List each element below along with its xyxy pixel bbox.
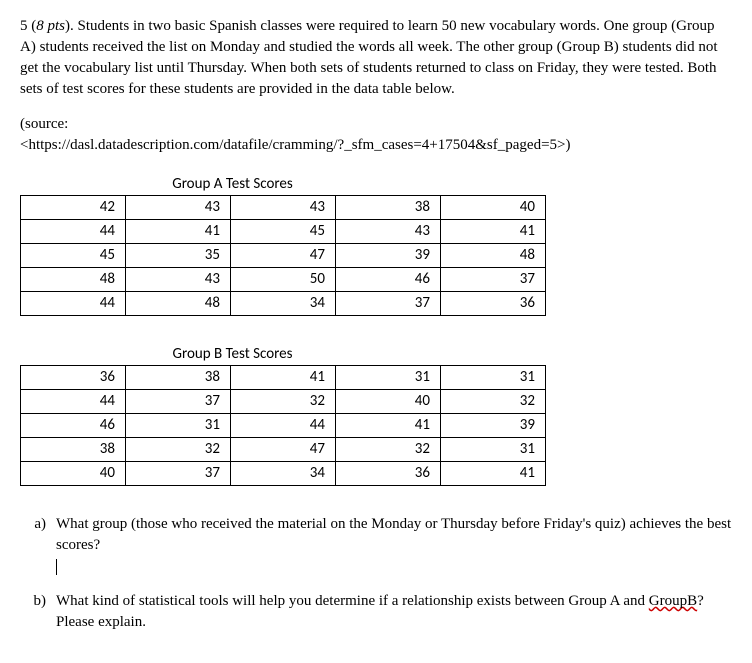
question-b-wavy: GroupB [649, 593, 697, 609]
table-cell: 31 [441, 438, 546, 462]
table-cell: 41 [441, 220, 546, 244]
table-cell: 41 [441, 462, 546, 486]
table-cell: 36 [336, 462, 441, 486]
table-a-title: Group A Test Scores [150, 174, 315, 195]
table-cell: 44 [21, 292, 126, 316]
table-cell: 40 [21, 462, 126, 486]
question-b-pre: What kind of statistical tools will help… [56, 593, 649, 609]
question-b-letter: b) [20, 591, 56, 633]
table-cell: 37 [441, 268, 546, 292]
table-row: 4843504637 [21, 268, 546, 292]
table-cell: 44 [21, 220, 126, 244]
table-cell: 43 [336, 220, 441, 244]
question-a: a) What group (those who received the ma… [20, 514, 732, 577]
table-cell: 38 [21, 438, 126, 462]
table-cell: 44 [21, 390, 126, 414]
table-cell: 31 [336, 366, 441, 390]
table-cell: 45 [231, 220, 336, 244]
table-cell: 36 [21, 366, 126, 390]
table-b-block: Group B Test Scores 36384131314437324032… [20, 344, 732, 486]
table-cell: 37 [126, 390, 231, 414]
table-cell: 32 [126, 438, 231, 462]
table-cell: 46 [336, 268, 441, 292]
table-row: 4535473948 [21, 244, 546, 268]
question-b: b) What kind of statistical tools will h… [20, 591, 732, 633]
table-cell: 43 [231, 196, 336, 220]
questions-block: a) What group (those who received the ma… [20, 514, 732, 633]
problem-points: 8 pts [36, 18, 65, 34]
table-cell: 34 [231, 462, 336, 486]
table-b-title: Group B Test Scores [150, 344, 315, 365]
table-cell: 38 [336, 196, 441, 220]
table-b: 3638413131443732403246314441393832473231… [20, 365, 546, 486]
table-cell: 39 [336, 244, 441, 268]
question-a-letter: a) [20, 514, 56, 577]
question-a-text: What group (those who received the mater… [56, 516, 731, 553]
table-cell: 32 [441, 390, 546, 414]
table-cell: 32 [231, 390, 336, 414]
question-a-body: What group (those who received the mater… [56, 514, 732, 577]
table-cell: 41 [336, 414, 441, 438]
table-cell: 36 [441, 292, 546, 316]
table-cell: 50 [231, 268, 336, 292]
problem-number: 5 [20, 18, 28, 34]
problem-body: Students in two basic Spanish classes we… [20, 18, 718, 97]
table-cell: 46 [21, 414, 126, 438]
table-row: 4437324032 [21, 390, 546, 414]
source-block: (source: <https://dasl.datadescription.c… [20, 114, 732, 156]
table-cell: 41 [231, 366, 336, 390]
table-cell: 40 [336, 390, 441, 414]
table-cell: 43 [126, 196, 231, 220]
table-cell: 43 [126, 268, 231, 292]
table-row: 4448343736 [21, 292, 546, 316]
table-cell: 38 [126, 366, 231, 390]
table-cell: 40 [441, 196, 546, 220]
table-cell: 31 [441, 366, 546, 390]
table-row: 4441454341 [21, 220, 546, 244]
table-cell: 45 [21, 244, 126, 268]
table-cell: 44 [231, 414, 336, 438]
table-row: 4631444139 [21, 414, 546, 438]
table-cell: 48 [126, 292, 231, 316]
table-cell: 47 [231, 438, 336, 462]
question-b-body: What kind of statistical tools will help… [56, 591, 732, 633]
table-row: 3638413131 [21, 366, 546, 390]
table-a: 4243433840444145434145354739484843504637… [20, 195, 546, 316]
table-cell: 39 [441, 414, 546, 438]
table-cell: 47 [231, 244, 336, 268]
problem-statement: 5 (8 pts). Students in two basic Spanish… [20, 16, 732, 100]
table-cell: 35 [126, 244, 231, 268]
table-cell: 41 [126, 220, 231, 244]
table-row: 3832473231 [21, 438, 546, 462]
table-cell: 32 [336, 438, 441, 462]
table-cell: 37 [336, 292, 441, 316]
table-cell: 42 [21, 196, 126, 220]
table-cell: 37 [126, 462, 231, 486]
text-cursor [56, 559, 57, 575]
table-cell: 34 [231, 292, 336, 316]
table-a-block: Group A Test Scores 42434338404441454341… [20, 174, 732, 316]
source-label: (source: [20, 114, 732, 135]
table-cell: 48 [441, 244, 546, 268]
table-row: 4243433840 [21, 196, 546, 220]
source-url: <https://dasl.datadescription.com/datafi… [20, 135, 732, 156]
table-row: 4037343641 [21, 462, 546, 486]
table-cell: 31 [126, 414, 231, 438]
table-cell: 48 [21, 268, 126, 292]
